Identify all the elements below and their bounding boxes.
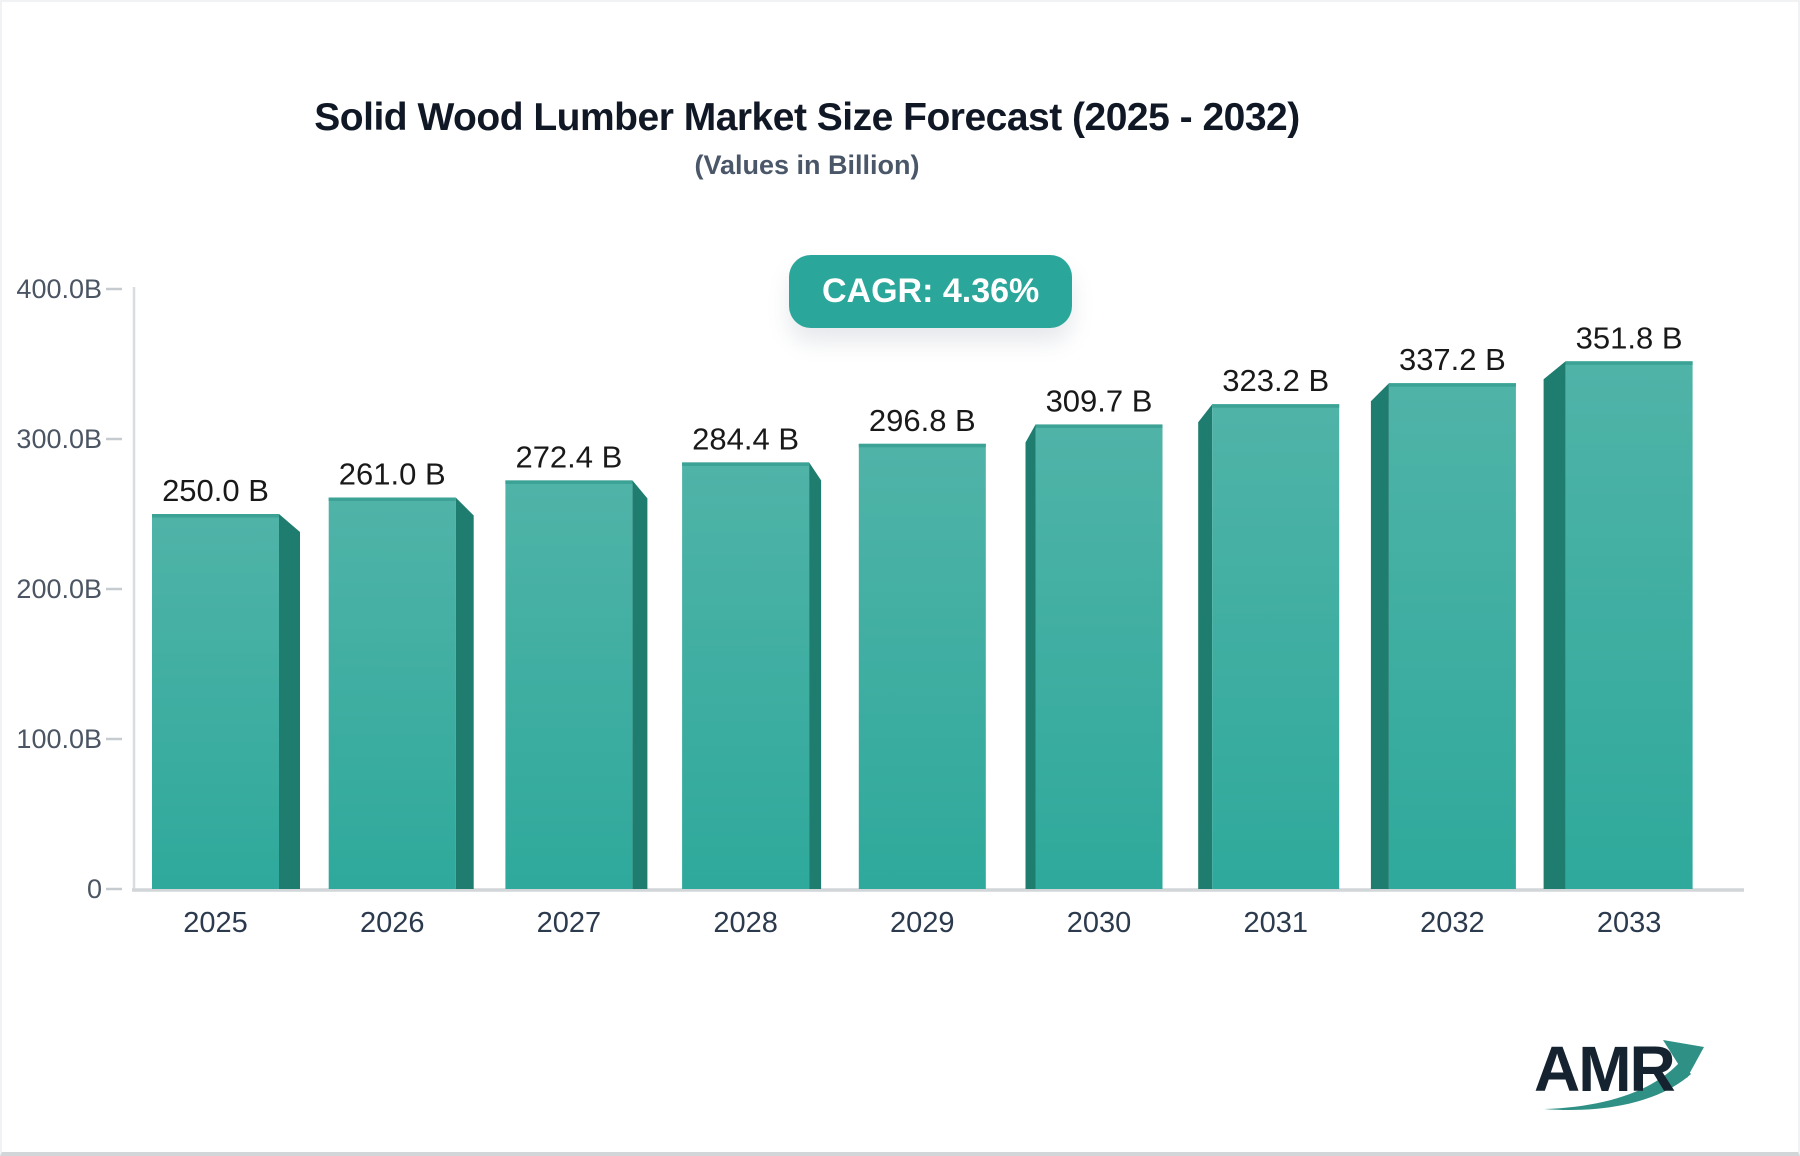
amr-logo: AMR <box>1530 1028 1730 1124</box>
bar-2026: 261.0 B 2026 <box>328 457 474 939</box>
bar-top-edge <box>858 443 986 448</box>
bar-side-face <box>632 480 648 889</box>
bar-face <box>505 480 633 889</box>
chart-subtitle: (Values in Billion) <box>694 150 920 180</box>
bar-2033: 351.8 B 2033 <box>1543 320 1693 939</box>
x-axis-label: 2025 <box>183 907 248 939</box>
bar-value-label: 323.2 B <box>1222 363 1329 398</box>
chart-title: Solid Wood Lumber Market Size Forecast (… <box>314 96 1300 139</box>
bar-face <box>1388 383 1516 889</box>
x-axis-label: 2028 <box>713 907 778 939</box>
growth-arrow-icon <box>1544 1040 1704 1111</box>
x-axis-label: 2031 <box>1243 907 1308 939</box>
bar-value-label: 351.8 B <box>1576 320 1683 355</box>
bar-top-edge <box>152 514 279 518</box>
bar-top-edge <box>1565 361 1693 365</box>
bar-value-label: 337.2 B <box>1399 342 1506 377</box>
y-tick-label: 0 <box>87 874 102 904</box>
bar-side-face <box>1370 383 1389 889</box>
bar-top-edge <box>682 462 810 466</box>
bar-2031: 323.2 B 2031 <box>1198 363 1340 939</box>
bar-top-edge <box>505 480 633 484</box>
bar-value-label: 272.4 B <box>515 439 622 474</box>
bar-side-face <box>279 514 300 889</box>
bar-side-face <box>1198 404 1213 889</box>
bar-face <box>328 497 456 889</box>
bar-2029: 296.8 B 2029 <box>858 403 986 939</box>
bar-2028: 284.4 B 2028 <box>682 421 822 939</box>
bar-top-edge <box>1212 404 1340 408</box>
bar-face <box>858 443 986 889</box>
y-tick-label: 200.0B <box>16 574 102 604</box>
bar-face <box>1212 404 1340 889</box>
bar-face <box>1035 424 1163 889</box>
x-axis-label: 2032 <box>1420 907 1485 939</box>
bar-face <box>682 462 810 889</box>
bar-top-edge <box>328 497 456 501</box>
y-tick-label: 100.0B <box>16 724 102 754</box>
bar-face <box>152 514 279 889</box>
bar-side-face <box>1543 361 1566 889</box>
bar-side-face <box>809 462 822 889</box>
bar-2030: 309.7 B 2030 <box>1025 383 1163 939</box>
logo-text: AMR <box>1534 1033 1676 1105</box>
bar-side-face <box>455 497 474 889</box>
bar-value-label: 284.4 B <box>692 421 799 456</box>
bar-value-label: 309.7 B <box>1046 383 1153 418</box>
bar-2032: 337.2 B 2032 <box>1370 342 1516 939</box>
y-tick-label: 400.0B <box>16 274 102 304</box>
cagr-badge: CAGR: 4.36% <box>789 255 1073 328</box>
x-axis-label: 2027 <box>537 907 602 939</box>
bar-2025: 250.0 B 2025 <box>152 473 300 939</box>
bar-top-edge <box>1388 383 1516 387</box>
x-axis-label: 2026 <box>360 907 425 939</box>
bar-value-label: 296.8 B <box>869 403 976 438</box>
x-axis-label: 2030 <box>1067 907 1132 939</box>
x-axis-label: 2033 <box>1597 907 1662 939</box>
x-axis-label: 2029 <box>890 907 955 939</box>
bar-value-label: 261.0 B <box>339 457 446 492</box>
bar-top-edge <box>1035 424 1163 428</box>
bar-value-label: 250.0 B <box>162 473 269 508</box>
bar-side-face <box>1025 424 1036 889</box>
bar-face <box>1565 361 1693 889</box>
y-tick-label: 300.0B <box>16 424 102 454</box>
bar-2027: 272.4 B 2027 <box>505 439 648 939</box>
